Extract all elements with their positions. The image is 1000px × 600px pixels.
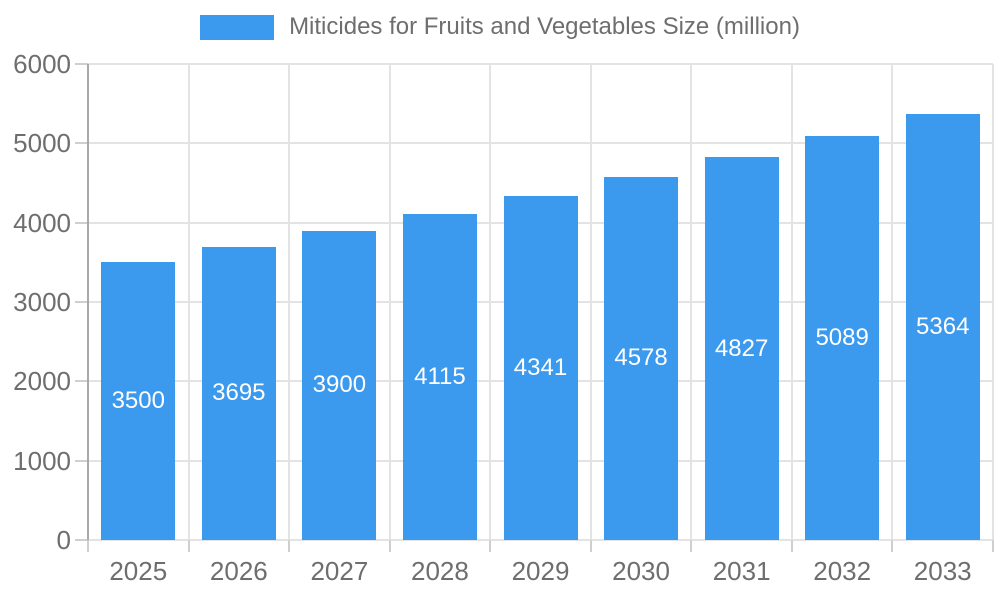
y-axis-tick-label: 4000 (13, 207, 71, 238)
bar[interactable]: 5364 (905, 114, 980, 540)
gridline-horizontal (88, 539, 993, 541)
y-axis-tick (75, 539, 88, 541)
y-axis-tick-label: 3000 (13, 287, 71, 317)
y-axis-tick (75, 380, 88, 383)
x-axis-tick-label: 2033 (913, 556, 972, 586)
x-axis-tick (790, 540, 793, 552)
gridline-horizontal (88, 63, 993, 65)
x-axis-tick-label: 2028 (411, 556, 469, 586)
x-axis-tick-label: 2032 (813, 556, 872, 586)
gridline-horizontal (88, 142, 993, 145)
bar[interactable]: 3900 (302, 230, 377, 540)
x-axis-tick (388, 540, 391, 552)
x-axis-tick (992, 540, 994, 552)
gridline-vertical (992, 64, 994, 540)
x-axis-tick (288, 540, 291, 552)
gridline-vertical (288, 64, 291, 540)
bar[interactable]: 3500 (101, 262, 176, 540)
bar[interactable]: 5089 (805, 136, 880, 540)
y-axis-labels: 0 1000 2000 3000 4000 5000 6000 (0, 51, 71, 553)
x-axis-tick-label: 2029 (511, 556, 570, 586)
bar-value-label: 5364 (916, 313, 970, 341)
bar-value-label: 4578 (614, 344, 668, 372)
bar-value-label: 3900 (312, 371, 367, 399)
y-axis-tick (75, 142, 88, 145)
x-axis-tick (891, 540, 894, 552)
x-axis-tick (187, 540, 190, 552)
y-axis-tick-label: 0 (56, 525, 71, 555)
x-axis-tick-label: 2027 (310, 556, 369, 586)
bar[interactable]: 4578 (604, 176, 679, 540)
bar-value-label: 4115 (414, 362, 466, 390)
plot-area: 3500 3695 3900 4115 4341 4578 4827 5089 5364 (75, 63, 994, 552)
bar-value-label: 3695 (212, 379, 266, 407)
x-axis-tick-label: 2030 (612, 556, 670, 586)
bar[interactable]: 3695 (201, 246, 276, 540)
x-axis-tick (589, 540, 592, 552)
bar-value-label: 5089 (815, 324, 869, 352)
bar[interactable]: 4341 (503, 195, 578, 540)
y-axis-tick-label: 1000 (13, 445, 71, 476)
bar-value-label: 4827 (714, 334, 769, 362)
y-axis-tick-label: 5000 (13, 128, 71, 159)
gridline-vertical (589, 64, 592, 540)
y-axis-line (87, 64, 89, 540)
y-axis-tick (75, 459, 88, 462)
bar[interactable]: 4827 (704, 157, 779, 540)
gridline-vertical (690, 64, 693, 540)
x-axis-tick (489, 540, 492, 552)
bar[interactable]: 4115 (402, 213, 477, 540)
y-axis-tick (75, 221, 88, 224)
bar-value-label: 4341 (513, 353, 568, 381)
x-axis-tick-label: 2031 (712, 556, 771, 586)
y-axis-tick-label: 6000 (13, 49, 71, 79)
legend-swatch (200, 14, 275, 40)
x-axis-tick-label: 2025 (109, 556, 168, 586)
x-axis-tick (690, 540, 693, 552)
bar-value-label: 3500 (111, 387, 165, 415)
gridline-vertical (790, 64, 793, 540)
x-axis-tick-label: 2026 (209, 556, 268, 586)
y-axis-tick-label: 2000 (13, 366, 71, 397)
gridline-vertical (891, 64, 894, 540)
gridline-vertical (489, 64, 492, 540)
y-axis-tick (75, 63, 88, 65)
x-axis-labels: 2025 2026 2027 2028 2029 2030 2031 2032 2033 (88, 556, 993, 590)
gridline-vertical (187, 64, 190, 540)
x-axis-tick (87, 540, 89, 552)
legend-label: Miticides for Fruits and Vegetables Size… (289, 13, 800, 40)
chart-legend-item[interactable]: Miticides for Fruits and Vegetables Size… (0, 13, 1000, 41)
y-axis-tick (75, 301, 88, 303)
gridline-vertical (388, 64, 391, 540)
